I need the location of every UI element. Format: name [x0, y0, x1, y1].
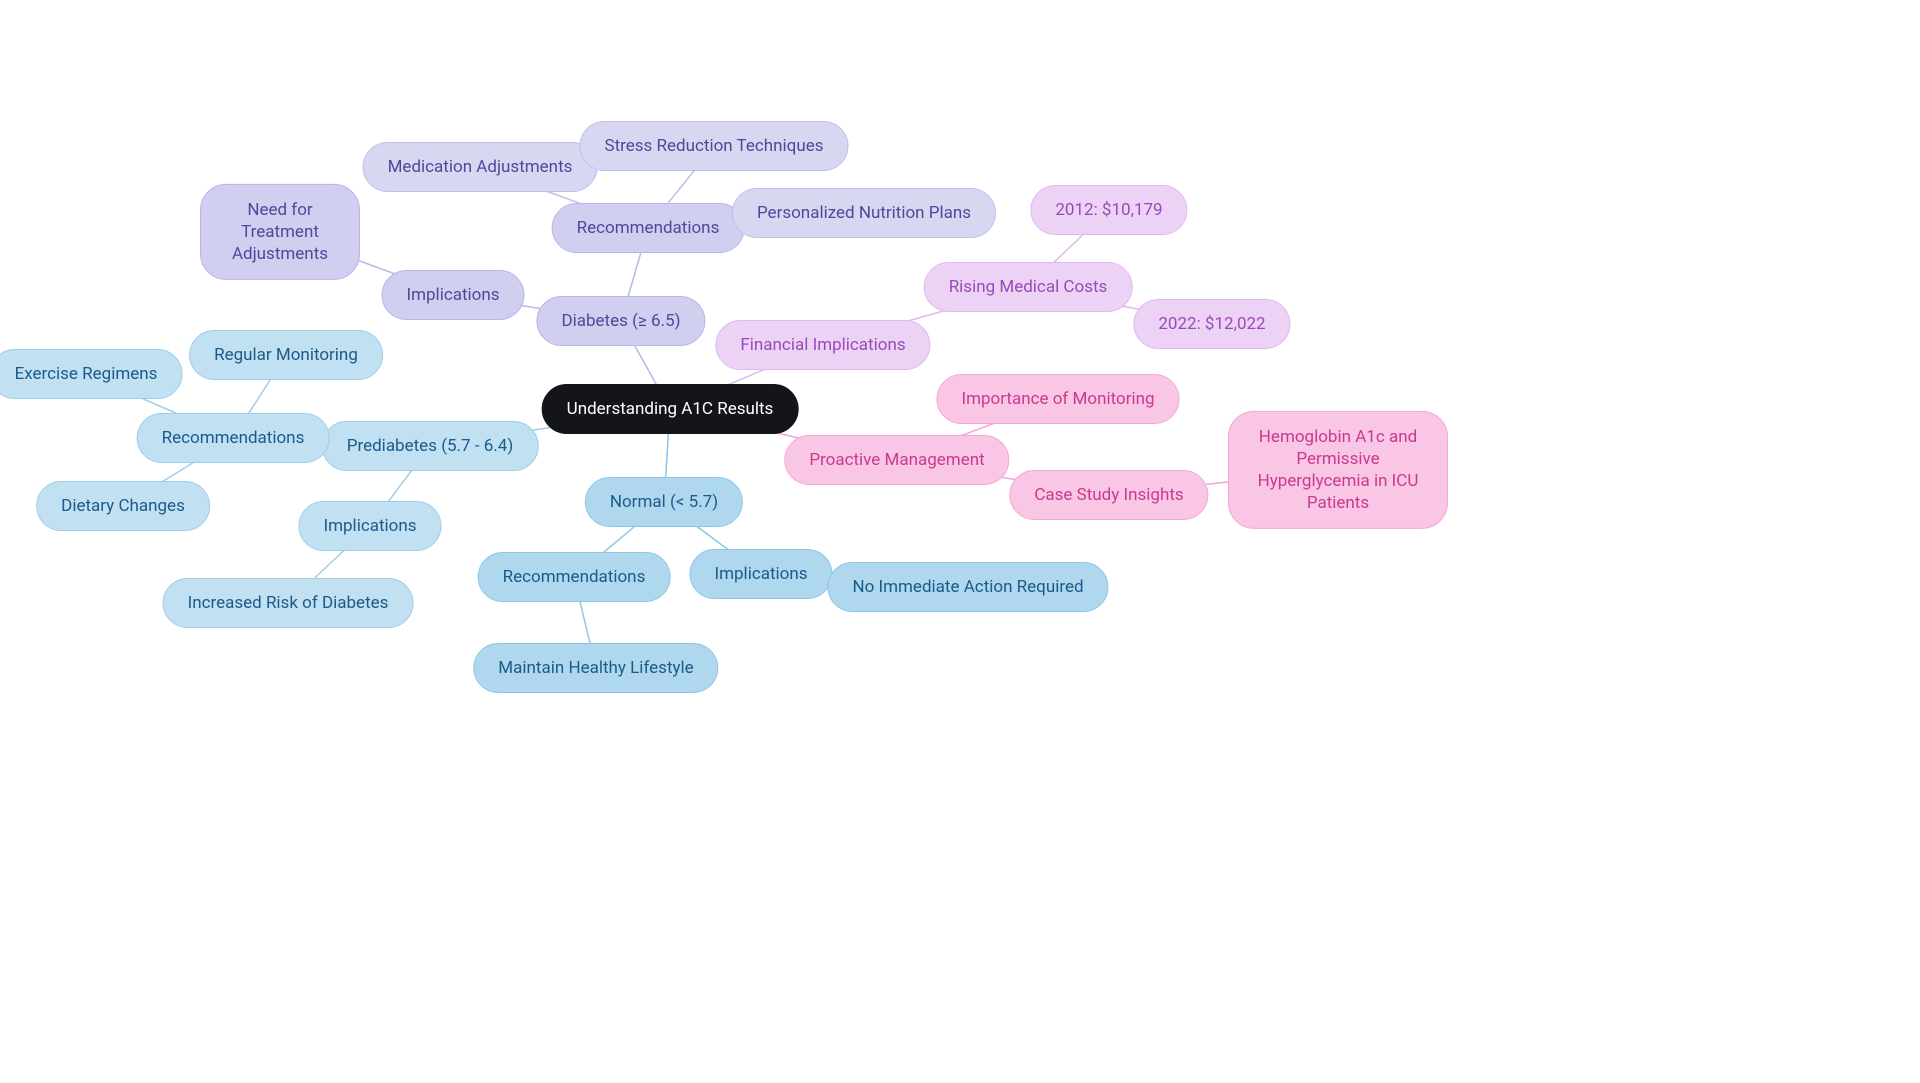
node-normal_imp1[interactable]: No Immediate Action Required [827, 562, 1108, 612]
node-normal_rec[interactable]: Recommendations [478, 552, 671, 602]
edges-layer [0, 0, 1920, 1083]
node-pre_rec[interactable]: Recommendations [137, 413, 330, 463]
node-pro_case1[interactable]: Hemoglobin A1c and Permissive Hyperglyce… [1228, 411, 1448, 529]
node-fin_costs[interactable]: Rising Medical Costs [924, 262, 1133, 312]
node-normal_rec1[interactable]: Maintain Healthy Lifestyle [473, 643, 718, 693]
node-diab_rec1[interactable]: Medication Adjustments [363, 142, 598, 192]
node-pre_imp[interactable]: Implications [298, 501, 441, 551]
node-diab_rec2[interactable]: Stress Reduction Techniques [580, 121, 849, 171]
node-diab_rec[interactable]: Recommendations [552, 203, 745, 253]
node-diab_rec3[interactable]: Personalized Nutrition Plans [732, 188, 996, 238]
node-pro[interactable]: Proactive Management [784, 435, 1009, 485]
node-normal[interactable]: Normal (< 5.7) [585, 477, 743, 527]
node-pre_imp1[interactable]: Increased Risk of Diabetes [163, 578, 414, 628]
node-fin_2012[interactable]: 2012: $10,179 [1030, 185, 1187, 235]
node-fin_2022[interactable]: 2022: $12,022 [1133, 299, 1290, 349]
node-pro_case[interactable]: Case Study Insights [1009, 470, 1208, 520]
node-pre_rec1[interactable]: Regular Monitoring [189, 330, 383, 380]
node-prediab[interactable]: Prediabetes (5.7 - 6.4) [322, 421, 539, 471]
node-diab[interactable]: Diabetes (≥ 6.5) [536, 296, 705, 346]
node-root[interactable]: Understanding A1C Results [542, 384, 799, 434]
node-diab_imp[interactable]: Implications [381, 270, 524, 320]
node-pro_mon[interactable]: Importance of Monitoring [936, 374, 1179, 424]
node-fin[interactable]: Financial Implications [715, 320, 930, 370]
node-diab_imp1[interactable]: Need for Treatment Adjustments [200, 184, 360, 280]
node-pre_rec2[interactable]: Exercise Regimens [0, 349, 182, 399]
node-pre_rec3[interactable]: Dietary Changes [36, 481, 210, 531]
node-normal_imp[interactable]: Implications [689, 549, 832, 599]
